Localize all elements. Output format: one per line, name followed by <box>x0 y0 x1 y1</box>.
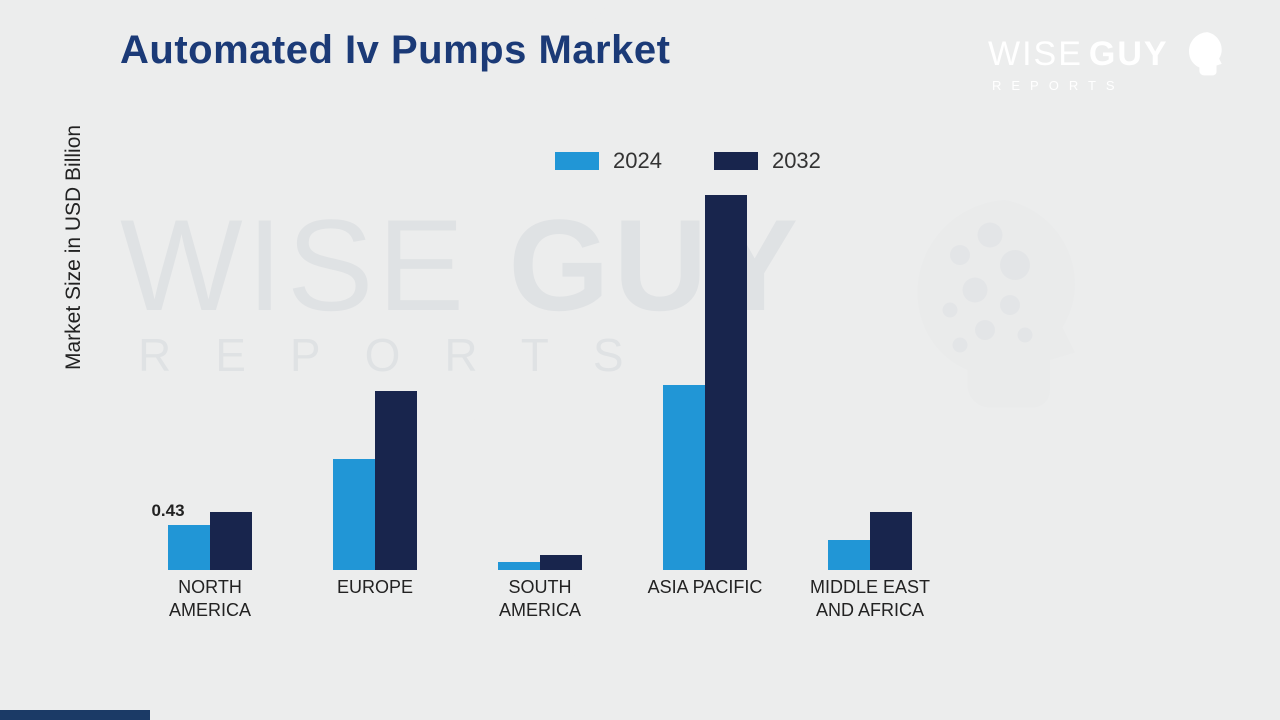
x-axis-category-label: EUROPE <box>305 576 445 599</box>
legend-swatch-2024 <box>555 152 599 170</box>
bar-2024 <box>828 540 870 570</box>
bar-2024 <box>168 525 210 570</box>
logo-text-reports: REPORTS <box>992 78 1258 93</box>
legend-item-2032: 2032 <box>714 148 821 174</box>
legend: 2024 2032 <box>555 148 821 174</box>
bar-group <box>645 195 765 570</box>
bar-group <box>315 391 435 570</box>
bar-2032 <box>705 195 747 570</box>
legend-label-2024: 2024 <box>613 148 662 174</box>
bottom-accent-strip <box>0 710 150 720</box>
logo-text-wise: WISE <box>988 35 1083 74</box>
bar-2032 <box>540 555 582 570</box>
brand-logo: WISE GUY REPORTS <box>988 28 1258 93</box>
chart-title: Automated Iv Pumps Market <box>120 28 670 73</box>
legend-label-2032: 2032 <box>772 148 821 174</box>
bar-group <box>480 555 600 570</box>
bar-2032 <box>870 512 912 570</box>
x-axis-category-label: SOUTH AMERICA <box>470 576 610 621</box>
page-root: WISE GUY REPORTS Automated Iv Pumps Mark… <box>0 0 1280 720</box>
bar-2024 <box>663 385 705 570</box>
bar-value-label: 0.43 <box>138 501 198 521</box>
bar-group <box>810 512 930 570</box>
bar-2032 <box>375 391 417 570</box>
bar-group <box>150 512 270 570</box>
bar-2032 <box>210 512 252 570</box>
plot-area: 0.43 <box>120 190 940 570</box>
logo-head-icon <box>1177 28 1229 80</box>
legend-swatch-2032 <box>714 152 758 170</box>
x-axis-category-label: ASIA PACIFIC <box>635 576 775 599</box>
legend-item-2024: 2024 <box>555 148 662 174</box>
bar-2024 <box>498 562 540 570</box>
x-axis-category-label: MIDDLE EAST AND AFRICA <box>800 576 940 621</box>
x-axis-category-label: NORTH AMERICA <box>140 576 280 621</box>
y-axis-label: Market Size in USD Billion <box>62 125 86 370</box>
chart-area: 0.43 <box>120 190 940 570</box>
logo-text-guy: GUY <box>1089 35 1169 74</box>
bar-2024 <box>333 459 375 570</box>
